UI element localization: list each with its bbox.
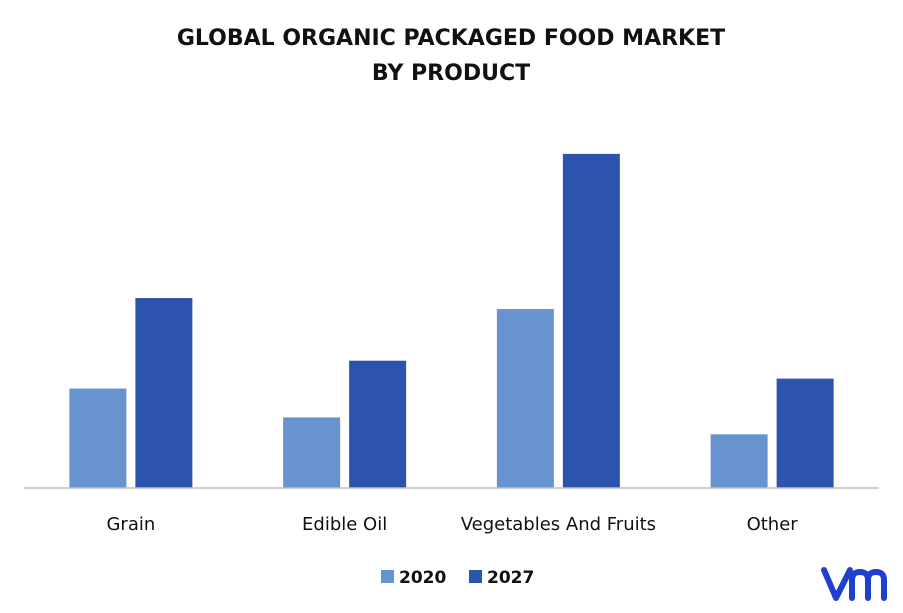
chart-subtitle: BY PRODUCT (372, 61, 530, 86)
bar-2020-grain (69, 388, 127, 488)
bar-2027-other (776, 378, 834, 488)
chart-title: GLOBAL ORGANIC PACKAGED FOOD MARKET (177, 26, 725, 51)
legend-label-2020: 2020 (399, 568, 446, 588)
category-labels: Grain Edible Oil Vegetables And Fruits Othe… (106, 514, 798, 535)
bar-2020-other (710, 434, 768, 488)
legend-label-2027: 2027 (487, 568, 534, 588)
vmr-logo-icon (821, 567, 887, 601)
category-label: Grain (106, 514, 155, 535)
category-label: Vegetables And Fruits (461, 514, 656, 535)
legend-swatch-2020 (381, 570, 394, 583)
legend: 2020 2027 (381, 568, 534, 588)
bars-group (69, 153, 834, 488)
bar-2027-grain (135, 298, 193, 488)
legend-swatch-2027 (469, 570, 482, 583)
bar-2027-vegetables-and-fruits (562, 153, 620, 488)
category-label: Edible Oil (302, 514, 387, 535)
category-label: Other (747, 514, 799, 535)
bar-2027-edible-oil (349, 360, 407, 488)
bar-2020-edible-oil (283, 417, 341, 488)
bar-2020-vegetables-and-fruits (496, 309, 554, 488)
